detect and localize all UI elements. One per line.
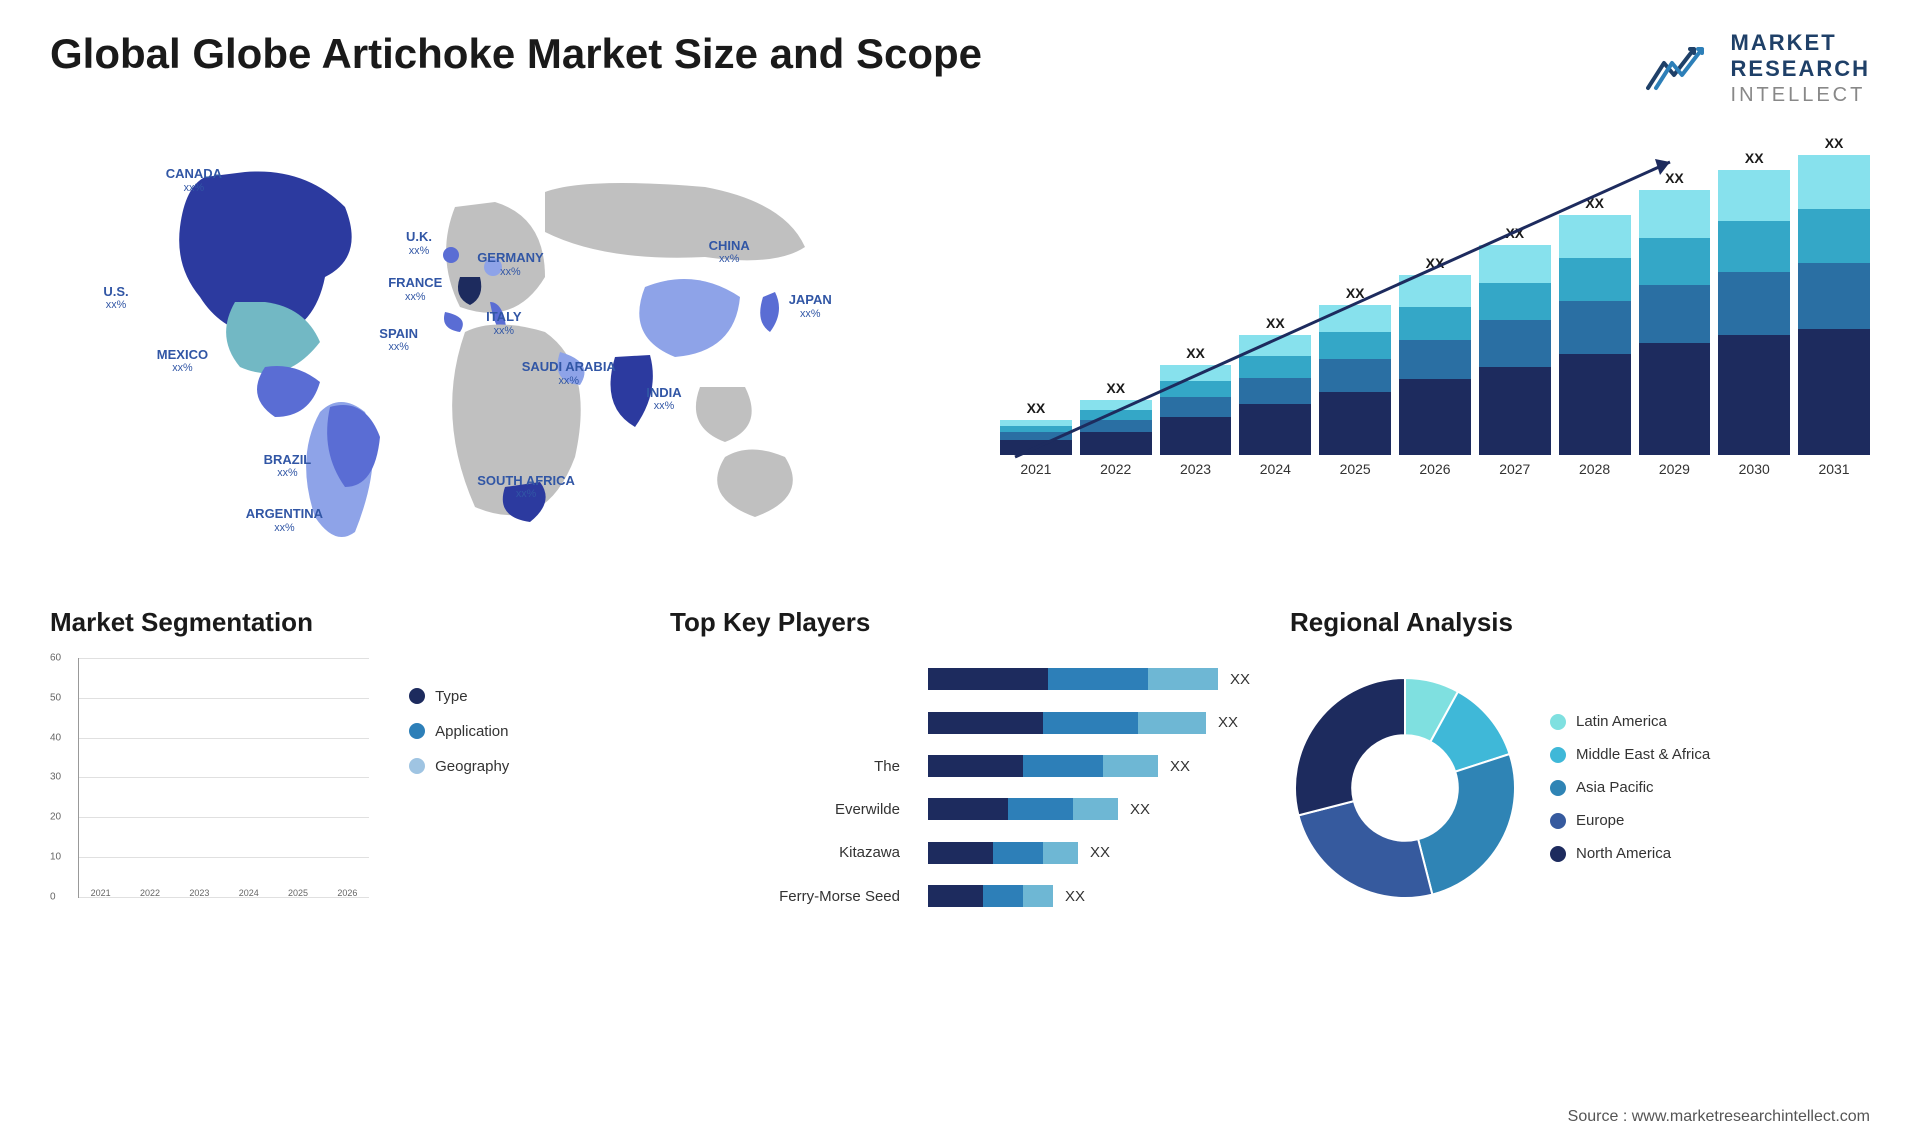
regional-donut (1290, 673, 1520, 903)
logo-icon (1646, 43, 1716, 93)
legend-item: Asia Pacific (1550, 779, 1870, 796)
segmentation-chart: 0102030405060 202120222023202420252026 (50, 658, 369, 918)
growth-bar: XX2022 (1080, 380, 1152, 477)
growth-bar: XX2027 (1479, 225, 1551, 477)
map-label: U.S.xx% (103, 284, 128, 313)
players-title: Top Key Players (670, 607, 1250, 638)
player-bar: XX (928, 753, 1250, 779)
growth-bar: XX2029 (1639, 170, 1711, 477)
segmentation-bar: 2021 (79, 884, 122, 898)
map-label: U.K.xx% (406, 229, 432, 258)
players-panel: Top Key Players The Everwilde Kitazawa Ferr… (670, 607, 1250, 947)
legend-item: Middle East & Africa (1550, 746, 1870, 763)
player-name: Everwilde (835, 796, 900, 822)
map-label: INDIAxx% (646, 385, 681, 414)
map-label: CHINAxx% (709, 238, 750, 267)
segmentation-bar: 2023 (178, 884, 221, 898)
world-map: CANADAxx% U.S.xx% MEXICOxx% BRAZILxx% ARGENT… (50, 137, 940, 557)
logo-text-3: INTELLECT (1731, 83, 1870, 107)
player-bar: XX (928, 796, 1250, 822)
regional-panel: Regional Analysis Latin America Middle Ea… (1290, 607, 1870, 947)
growth-bar: XX2025 (1319, 285, 1391, 477)
players-chart: XX XX XX XX XX XX (928, 658, 1250, 918)
legend-item: Type (409, 688, 630, 705)
map-label: SOUTH AFRICAxx% (477, 473, 575, 502)
logo: MARKET RESEARCH INTELLECT (1646, 30, 1870, 107)
player-name: The (874, 753, 900, 779)
player-bar: XX (928, 840, 1250, 866)
map-label: ARGENTINAxx% (246, 506, 323, 535)
growth-bar: XX2028 (1559, 195, 1631, 477)
legend-item: Application (409, 723, 630, 740)
growth-bar: XX2031 (1798, 135, 1870, 477)
regional-title: Regional Analysis (1290, 607, 1870, 638)
legend-item: Europe (1550, 812, 1870, 829)
segmentation-panel: Market Segmentation 0102030405060 202120… (50, 607, 630, 947)
segmentation-title: Market Segmentation (50, 607, 630, 638)
map-label: CANADAxx% (166, 166, 222, 195)
regional-legend: Latin America Middle East & Africa Asia Pa… (1550, 713, 1870, 862)
growth-bar: XX2023 (1160, 345, 1232, 477)
growth-bar: XX2024 (1239, 315, 1311, 477)
player-bar: XX (928, 883, 1250, 909)
legend-item: Latin America (1550, 713, 1870, 730)
source-text: Source : www.marketresearchintellect.com (1568, 1108, 1870, 1126)
map-label: JAPANxx% (789, 292, 832, 321)
segmentation-bar: 2026 (326, 884, 369, 898)
growth-chart: XX2021XX2022XX2023XX2024XX2025XX2026XX20… (980, 137, 1870, 557)
growth-bar: XX2030 (1718, 150, 1790, 477)
map-label: MEXICOxx% (157, 347, 208, 376)
player-name: Kitazawa (839, 840, 900, 866)
legend-item: North America (1550, 845, 1870, 862)
map-label: ITALYxx% (486, 309, 521, 338)
page-title: Global Globe Artichoke Market Size and S… (50, 30, 982, 78)
player-bar: XX (928, 710, 1250, 736)
map-label: SAUDI ARABIAxx% (522, 359, 616, 388)
map-label: GERMANYxx% (477, 250, 543, 279)
map-label: FRANCExx% (388, 275, 442, 304)
map-label: SPAINxx% (379, 326, 418, 355)
segmentation-legend: Type Application Geography (399, 658, 630, 918)
players-labels: The Everwilde Kitazawa Ferry-Morse Seed (670, 658, 908, 918)
segmentation-bar: 2022 (128, 884, 171, 898)
logo-text-1: MARKET (1731, 30, 1870, 56)
segmentation-bar: 2024 (227, 884, 270, 898)
player-bar: XX (928, 666, 1250, 692)
growth-bar: XX2026 (1399, 255, 1471, 477)
player-name: Ferry-Morse Seed (779, 883, 900, 909)
map-label: BRAZILxx% (264, 452, 312, 481)
growth-bar: XX2021 (1000, 400, 1072, 477)
logo-text-2: RESEARCH (1731, 56, 1870, 82)
legend-item: Geography (409, 758, 630, 775)
segmentation-bar: 2025 (276, 884, 319, 898)
